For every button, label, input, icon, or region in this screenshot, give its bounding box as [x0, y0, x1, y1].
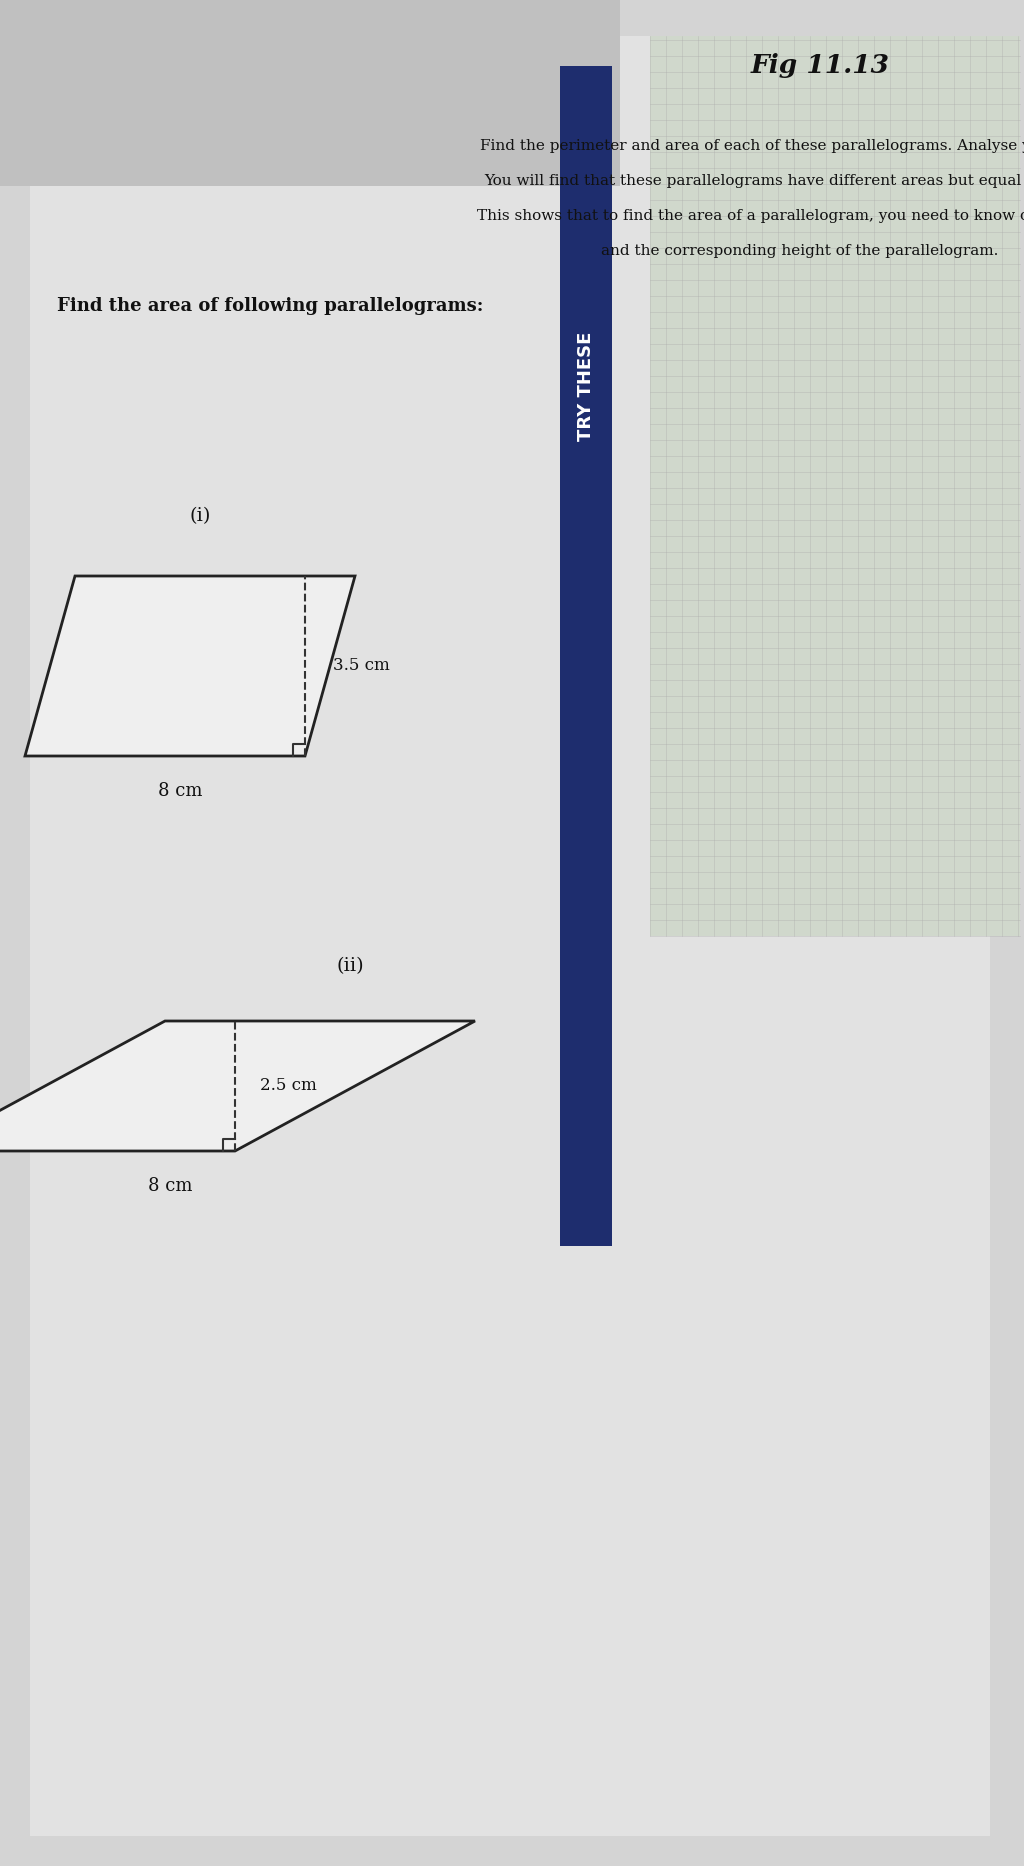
Bar: [560, 65, 612, 1246]
Text: 3.5 cm: 3.5 cm: [333, 657, 390, 674]
Text: You will find that these parallelograms have different areas but equal perimeter: You will find that these parallelograms …: [484, 174, 1024, 188]
Text: This shows that to find the area of a parallelogram, you need to know only the b: This shows that to find the area of a pa…: [477, 209, 1024, 224]
Polygon shape: [25, 577, 355, 756]
Text: and the corresponding height of the parallelogram.: and the corresponding height of the para…: [601, 244, 998, 258]
Text: Fig 11.13: Fig 11.13: [751, 54, 890, 78]
Text: 8 cm: 8 cm: [147, 1177, 193, 1194]
Text: Find the area of following parallelograms:: Find the area of following parallelogram…: [56, 297, 483, 315]
Bar: [650, 35, 1020, 937]
Text: Find the perimeter and area of each of these parallelograms. Analyse your result: Find the perimeter and area of each of t…: [480, 138, 1024, 153]
Text: TRY THESE: TRY THESE: [577, 332, 595, 440]
Bar: [0, 0, 620, 187]
Text: (ii): (ii): [336, 957, 364, 976]
Text: (i): (i): [189, 508, 211, 524]
Polygon shape: [0, 1021, 475, 1151]
Text: 2.5 cm: 2.5 cm: [260, 1077, 316, 1095]
Text: 8 cm: 8 cm: [158, 782, 203, 801]
